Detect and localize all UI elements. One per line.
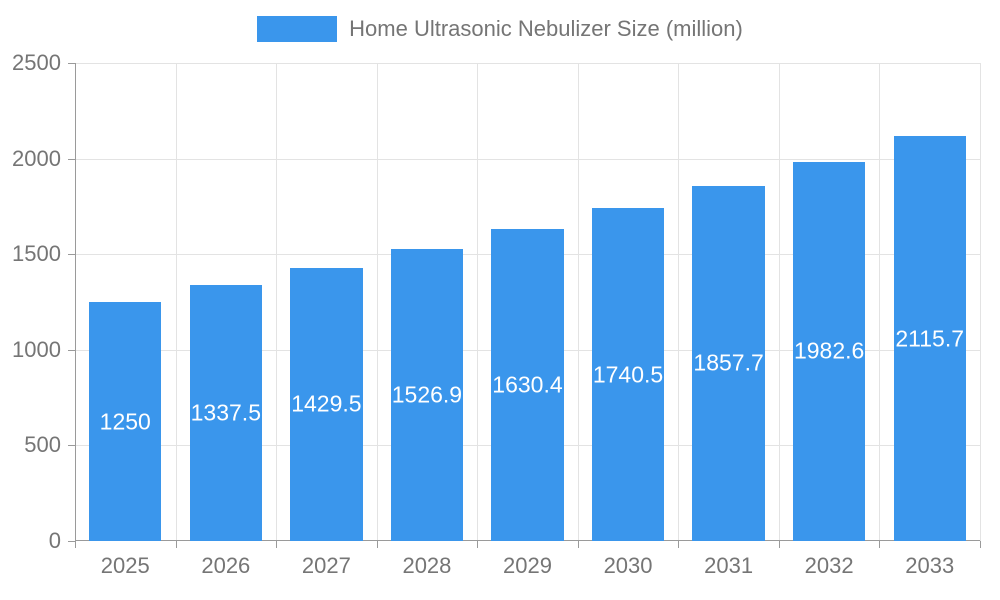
y-axis-tick-label: 1000 xyxy=(12,336,61,362)
y-axis-tick-label: 0 xyxy=(48,528,61,553)
gridline-vertical xyxy=(980,63,981,541)
bar-value-label: 1740.5 xyxy=(592,361,664,388)
gridline-vertical xyxy=(175,63,177,541)
bar-value-label: 1630.4 xyxy=(492,371,563,398)
x-axis-tick xyxy=(980,541,981,548)
x-axis-tick xyxy=(879,541,881,548)
gridline-vertical xyxy=(678,63,680,541)
bar: 1740.5 xyxy=(591,208,665,541)
gridline-vertical xyxy=(577,63,579,541)
bar: 1857.7 xyxy=(692,185,765,541)
bar-value-label: 1982.6 xyxy=(793,337,865,364)
x-axis-tick xyxy=(678,541,680,548)
x-axis-category-label: 2026 xyxy=(201,553,251,578)
gridline-vertical xyxy=(477,63,479,541)
bar-value-label: 2115.7 xyxy=(895,325,965,352)
x-axis-category-label: 2030 xyxy=(603,553,653,578)
x-axis-tick xyxy=(376,541,378,548)
y-axis-tick xyxy=(68,349,75,351)
x-axis-category-label: 2029 xyxy=(503,553,552,578)
bar: 1630.4 xyxy=(491,229,564,541)
bar-value-label: 1429.5 xyxy=(291,390,362,417)
gridline-horizontal xyxy=(75,63,980,64)
plot-area: 0 500 1000 1500 2000 2500 1250 2025 1337.5 2026 14… xyxy=(12,50,981,578)
y-axis-tick xyxy=(68,158,75,160)
legend[interactable]: Home Ultrasonic Nebulizer Size (million) xyxy=(0,16,1000,42)
bar-value-label: 1337.5 xyxy=(190,399,261,426)
y-axis-tick xyxy=(68,541,75,542)
y-axis-tick-label: 2000 xyxy=(12,145,61,171)
x-axis-tick xyxy=(276,541,278,548)
x-axis-category-label: 2032 xyxy=(804,553,854,578)
bar: 1337.5 xyxy=(189,285,263,541)
x-axis-tick xyxy=(778,541,780,548)
y-axis-tick xyxy=(68,254,75,256)
x-axis-category-label: 2025 xyxy=(100,553,150,578)
bar-value-label: 1857.7 xyxy=(693,349,764,376)
bar: 1429.5 xyxy=(290,267,363,541)
gridline-vertical xyxy=(276,63,278,541)
legend-label: Home Ultrasonic Nebulizer Size (million) xyxy=(349,16,743,41)
bar-value-label: 1526.9 xyxy=(391,381,463,408)
gridline-vertical xyxy=(376,63,378,541)
y-axis-tick-label: 2500 xyxy=(12,50,61,75)
gridline-vertical xyxy=(778,63,780,541)
bar: 1250 xyxy=(89,302,162,541)
y-axis-tick xyxy=(68,445,75,447)
x-axis-category-label: 2027 xyxy=(301,553,351,578)
x-axis-tick xyxy=(75,541,76,548)
bar: 1526.9 xyxy=(390,249,464,541)
bar-value-label: 1250 xyxy=(99,408,151,434)
x-axis-tick xyxy=(175,541,177,548)
legend-swatch-icon xyxy=(257,16,338,42)
x-axis-tick xyxy=(577,541,579,548)
x-axis-tick xyxy=(477,541,479,548)
bar: 1982.6 xyxy=(792,161,866,541)
y-axis-line xyxy=(75,63,76,541)
gridline-horizontal xyxy=(75,158,980,160)
x-axis-category-label: 2031 xyxy=(704,553,754,578)
y-axis-tick-label: 500 xyxy=(24,432,61,458)
x-axis-category-label: 2028 xyxy=(402,553,452,578)
y-axis-tick xyxy=(68,63,75,64)
y-axis-tick-label: 1500 xyxy=(12,241,61,267)
gridline-vertical xyxy=(879,63,881,541)
x-axis-category-label: 2033 xyxy=(905,553,955,578)
bar: 2115.7 xyxy=(893,136,966,541)
